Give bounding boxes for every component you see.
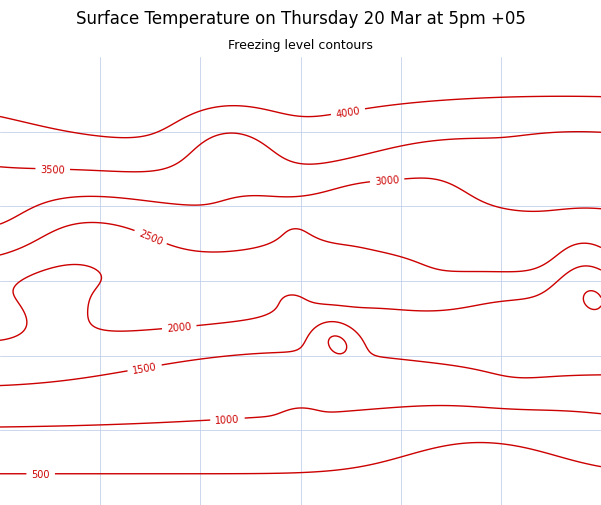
Text: 4000: 4000: [335, 106, 361, 119]
Text: 1000: 1000: [215, 414, 240, 425]
Text: 1500: 1500: [132, 361, 157, 375]
Text: 3000: 3000: [374, 175, 400, 187]
Text: 2500: 2500: [137, 228, 164, 247]
Text: Surface Temperature on Thursday 20 Mar at 5pm +05: Surface Temperature on Thursday 20 Mar a…: [76, 10, 525, 28]
Text: 500: 500: [31, 469, 50, 479]
Text: Freezing level contours: Freezing level contours: [228, 39, 373, 52]
Text: 2000: 2000: [166, 322, 192, 334]
Text: 3500: 3500: [40, 164, 65, 175]
